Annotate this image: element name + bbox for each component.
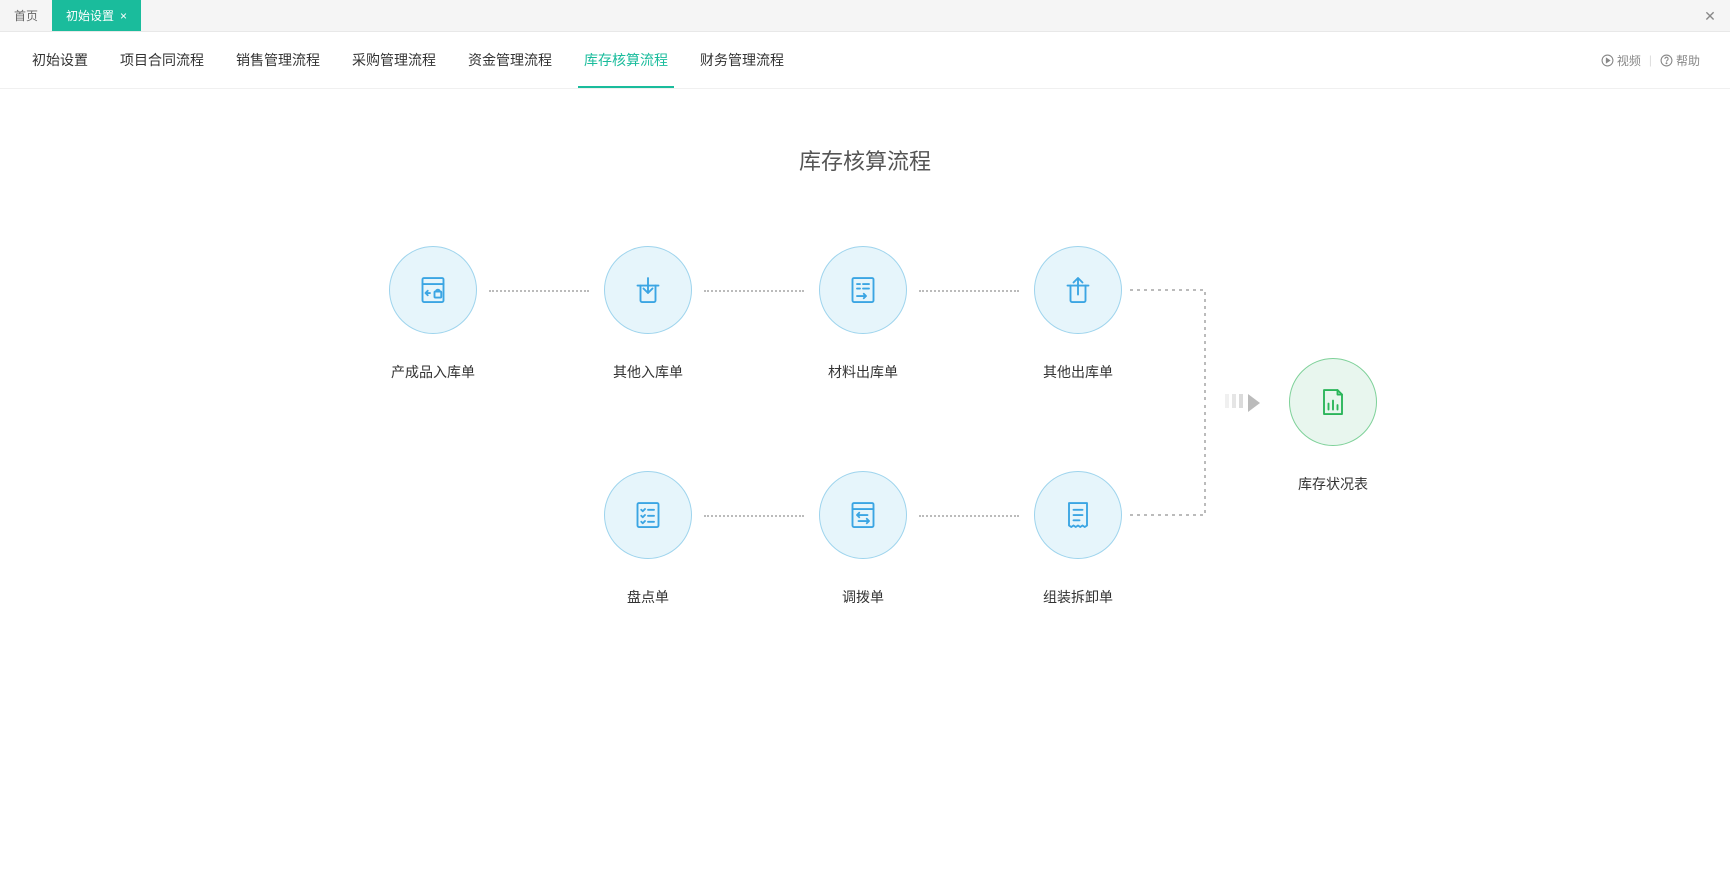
nav-tab-financial-management[interactable]: 财务管理流程: [698, 32, 786, 88]
swap-icon: [845, 497, 881, 533]
question-circle-icon: [1660, 54, 1673, 67]
flow-node-button[interactable]: [819, 471, 907, 559]
flow-node-other-in: 其他入库单: [600, 246, 696, 382]
nav-row: 初始设置 项目合同流程 销售管理流程 采购管理流程 资金管理流程 库存核算流程 …: [0, 32, 1730, 89]
flow-node-button[interactable]: [1034, 471, 1122, 559]
close-all-icon[interactable]: ✕: [1698, 4, 1722, 28]
flow-node-button[interactable]: [1034, 246, 1122, 334]
upload-document-icon: [1060, 272, 1096, 308]
connector-h: [919, 290, 1019, 292]
connector-h: [704, 515, 804, 517]
chart-document-icon: [1315, 384, 1351, 420]
nav-tab-project-contract[interactable]: 项目合同流程: [118, 32, 206, 88]
flow-node-label: 调拨单: [815, 587, 911, 607]
help-link[interactable]: 帮助: [1660, 52, 1700, 69]
connector-h: [489, 290, 589, 292]
separator: |: [1649, 53, 1652, 67]
arrow-icon: [1225, 393, 1265, 413]
flow-node-material-out: 材料出库单: [815, 246, 911, 382]
flow-node-finished-goods-in: 产成品入库单: [385, 246, 481, 382]
flow-node-assembly: 组装拆卸单: [1030, 471, 1126, 607]
nav-tab-initial-settings[interactable]: 初始设置: [30, 32, 90, 88]
top-tabs-right-controls: ✕: [1698, 0, 1730, 32]
flow-node-button[interactable]: [819, 246, 907, 334]
close-icon[interactable]: ×: [120, 10, 127, 22]
flow-node-label: 产成品入库单: [385, 362, 481, 382]
flow-node-button[interactable]: [604, 471, 692, 559]
nav-tab-purchase-management[interactable]: 采购管理流程: [350, 32, 438, 88]
connector-h: [919, 515, 1019, 517]
play-circle-icon: [1601, 54, 1614, 67]
checklist-icon: [630, 497, 666, 533]
top-tab-home[interactable]: 首页: [0, 0, 52, 31]
receipt-icon: [1060, 497, 1096, 533]
flow-node-stock-status: 库存状况表: [1285, 358, 1381, 494]
flow-diagram: 产成品入库单 其他入库单 材料出库单: [345, 246, 1385, 646]
top-tabs-bar: 首页 初始设置 × ✕: [0, 0, 1730, 32]
nav-tabs: 初始设置 项目合同流程 销售管理流程 采购管理流程 资金管理流程 库存核算流程 …: [30, 32, 786, 88]
flow-node-inventory-count: 盘点单: [600, 471, 696, 607]
nav-tab-inventory-accounting[interactable]: 库存核算流程: [582, 32, 670, 88]
help-label: 帮助: [1676, 52, 1700, 69]
flow-node-transfer: 调拨单: [815, 471, 911, 607]
nav-actions: 视频 | 帮助: [1601, 52, 1700, 69]
video-link[interactable]: 视频: [1601, 52, 1641, 69]
list-export-icon: [845, 272, 881, 308]
page-title: 库存核算流程: [0, 144, 1730, 176]
flow-node-label: 盘点单: [600, 587, 696, 607]
flow-node-label: 其他入库单: [600, 362, 696, 382]
nav-tab-sales-management[interactable]: 销售管理流程: [234, 32, 322, 88]
flow-node-label: 库存状况表: [1285, 474, 1381, 494]
nav-tab-fund-management[interactable]: 资金管理流程: [466, 32, 554, 88]
flow-node-button[interactable]: [389, 246, 477, 334]
top-tab-initial-settings-label: 初始设置: [66, 7, 114, 24]
video-label: 视频: [1617, 52, 1641, 69]
flow-node-label: 其他出库单: [1030, 362, 1126, 382]
top-tab-home-label: 首页: [14, 7, 38, 24]
flow-node-button[interactable]: [604, 246, 692, 334]
download-document-icon: [630, 272, 666, 308]
flow-node-button[interactable]: [1289, 358, 1377, 446]
flow-node-other-out: 其他出库单: [1030, 246, 1126, 382]
flow-node-label: 组装拆卸单: [1030, 587, 1126, 607]
top-tab-initial-settings[interactable]: 初始设置 ×: [52, 0, 141, 31]
connector-h: [704, 290, 804, 292]
document-return-icon: [415, 272, 451, 308]
flow-node-label: 材料出库单: [815, 362, 911, 382]
